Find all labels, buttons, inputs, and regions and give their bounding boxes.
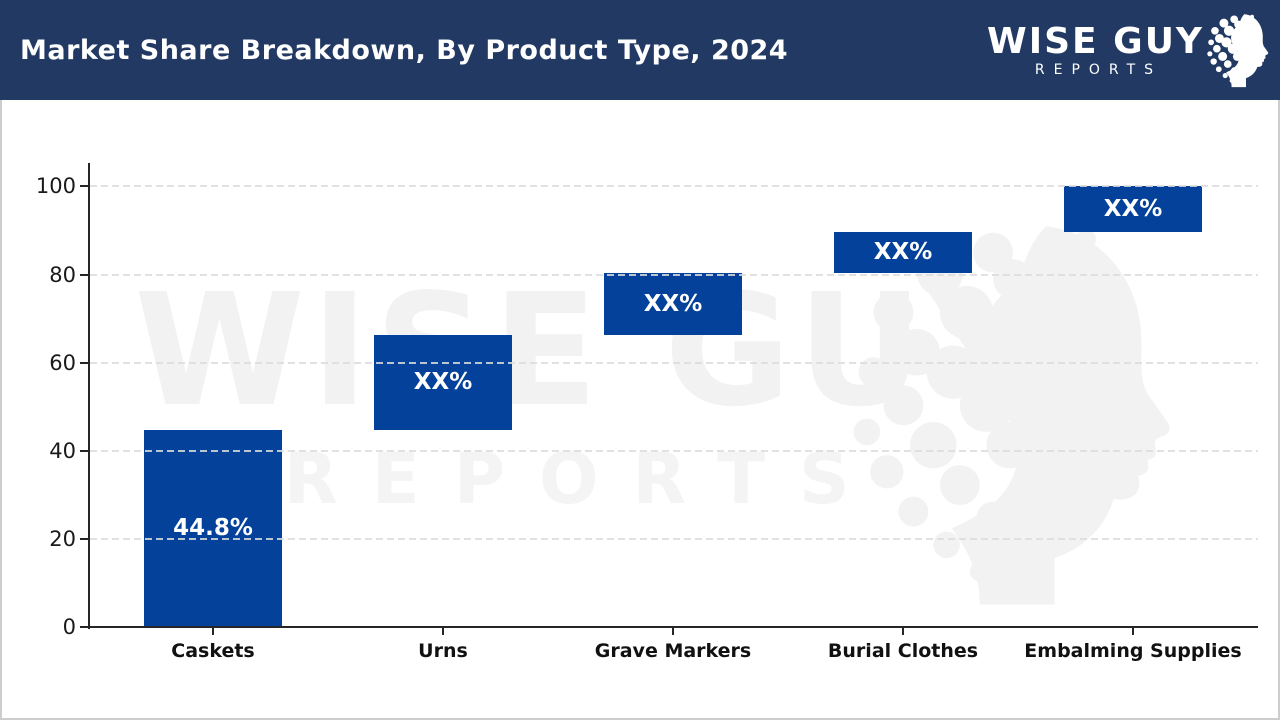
bar-value-label: 44.8% xyxy=(173,515,253,542)
logo-subtitle: REPORTS xyxy=(1034,61,1163,78)
x-tick-label: Grave Markers xyxy=(594,640,752,662)
y-tick xyxy=(80,273,88,276)
logo-face-icon xyxy=(1207,14,1269,88)
x-tick xyxy=(212,628,214,635)
x-tick xyxy=(442,628,444,635)
y-tick xyxy=(80,361,88,364)
y-tick-label: 20 xyxy=(49,526,76,551)
x-tick-label: Embalming Supplies xyxy=(1024,640,1242,662)
waterfall-chart: 0 20 40 60 80 100 44.8% Caskets XX% Urns XX% Grave … xyxy=(2,100,1278,718)
x-tick-label: Caskets xyxy=(171,640,255,662)
y-gridline xyxy=(90,449,1258,452)
y-gridline xyxy=(90,273,1258,276)
x-tick xyxy=(902,628,904,635)
y-tick-label: 100 xyxy=(35,174,76,199)
brand-logo: WISE GUY REPORTS xyxy=(987,9,1270,91)
y-axis-line xyxy=(88,163,90,629)
bar-urns: XX% xyxy=(374,335,512,430)
y-gridline xyxy=(90,185,1258,188)
x-tick-label: Urns xyxy=(418,640,468,662)
y-tick xyxy=(80,185,88,188)
chart-canvas: WISE GUY REPORTS 0 20 40 60 80 100 44.8% Casket… xyxy=(0,100,1280,720)
header-bar: Market Share Breakdown, By Product Type,… xyxy=(0,0,1280,100)
bar-value-label: XX% xyxy=(1103,196,1163,223)
y-tick xyxy=(80,537,88,540)
x-axis-line xyxy=(88,626,1258,628)
y-gridline xyxy=(90,537,1258,540)
y-tick-label: 40 xyxy=(49,438,76,463)
logo-wordmark: WISE GUY xyxy=(986,20,1204,62)
x-tick xyxy=(672,628,674,635)
y-tick-label: 80 xyxy=(49,262,76,287)
y-tick-label: 60 xyxy=(49,350,76,375)
brand-logo-text: WISE GUY REPORTS xyxy=(986,20,1204,78)
bar-value-label: XX% xyxy=(643,291,703,318)
x-tick-label: Burial Clothes xyxy=(827,640,979,662)
bar-burial-clothes: XX% xyxy=(834,232,972,273)
y-tick xyxy=(80,449,88,452)
y-tick-label: 0 xyxy=(62,615,76,639)
bar-value-label: XX% xyxy=(873,239,933,266)
page-title: Market Share Breakdown, By Product Type,… xyxy=(20,34,789,66)
bar-caskets: 44.8% xyxy=(144,429,282,627)
x-tick xyxy=(1132,628,1134,635)
bar-embalming-supplies: XX% xyxy=(1064,186,1202,233)
bar-value-label: XX% xyxy=(413,369,473,396)
y-gridline xyxy=(90,361,1258,364)
bar-grave-markers: XX% xyxy=(604,272,742,336)
y-tick xyxy=(80,626,88,628)
